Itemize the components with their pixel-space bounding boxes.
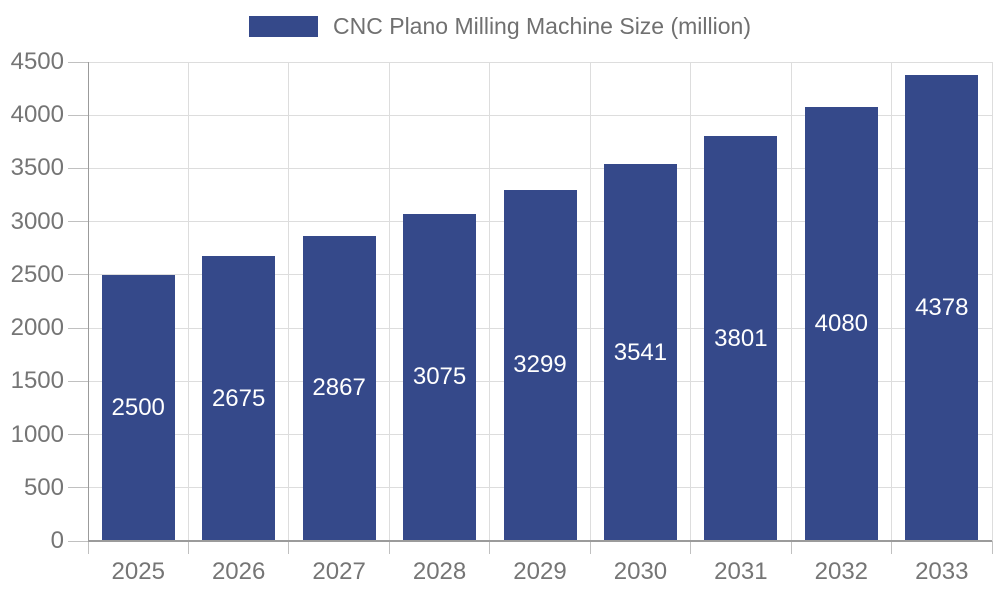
bar-2030: 3541	[603, 164, 677, 541]
bar-value-label: 4378	[915, 294, 969, 321]
bar-value-label: 3299	[513, 351, 567, 379]
y-axis-tick-label: 1000	[10, 420, 64, 448]
x-gridline	[790, 62, 792, 541]
x-axis-tick-label: 2029	[513, 558, 567, 585]
y-axis-tick-label: 1500	[10, 367, 64, 395]
legend-label: CNC Plano Milling Machine Size (million)	[333, 13, 751, 39]
x-axis-tick-label: 2027	[312, 558, 366, 585]
x-axis-tick-label: 2026	[211, 558, 266, 585]
x-gridline	[489, 62, 491, 541]
y-axis-tick	[68, 327, 88, 329]
y-axis-line	[87, 62, 89, 541]
x-axis-tick-label: 2028	[412, 558, 467, 585]
x-axis-tick	[87, 541, 89, 554]
bar-2026: 2675	[202, 256, 276, 541]
x-axis-tick	[790, 541, 792, 554]
x-axis-tick-label: 2030	[613, 558, 668, 585]
y-gridline	[88, 114, 992, 116]
x-gridline	[388, 62, 390, 541]
x-axis-tick	[489, 541, 491, 554]
x-axis-tick	[690, 541, 692, 554]
y-axis-tick-label: 0	[50, 527, 64, 554]
x-axis-tick-label: 2025	[111, 558, 165, 585]
bar-value-label: 3541	[613, 338, 668, 366]
x-axis-tick	[589, 541, 591, 554]
plot-area: 2500 2675 2867 3075 3299 3541 3801 4080 4378	[87, 61, 993, 542]
y-axis-tick	[68, 380, 88, 382]
x-axis-tick-label: 2031	[714, 558, 768, 585]
y-axis-tick	[68, 114, 88, 116]
x-axis-tick	[388, 541, 390, 554]
x-gridline	[891, 62, 893, 541]
bar-value-label: 2675	[211, 384, 266, 412]
y-axis-tick-label: 3000	[10, 207, 64, 235]
y-axis-tick-label: 500	[23, 473, 64, 501]
bar-2029: 3299	[503, 189, 577, 541]
y-axis-tick	[68, 61, 88, 63]
y-axis-tick	[68, 487, 88, 489]
bar-2031: 3801	[704, 136, 778, 541]
x-axis-tick	[891, 541, 893, 554]
bar-value-label: 3801	[714, 324, 768, 352]
y-gridline	[88, 167, 992, 169]
bar-value-label: 2500	[111, 393, 165, 421]
y-axis-tick	[68, 167, 88, 169]
y-axis-tick-label: 4000	[10, 101, 64, 129]
x-gridline	[589, 62, 591, 541]
x-axis-tick-label: 2033	[915, 558, 969, 585]
y-axis-tick-label: 3500	[10, 154, 64, 182]
x-gridline	[690, 62, 692, 541]
x-gridline	[187, 62, 189, 541]
y-gridline	[88, 61, 992, 63]
bar-value-label: 4080	[814, 309, 869, 337]
y-axis-tick	[68, 221, 88, 223]
x-axis-tick	[288, 541, 290, 554]
x-axis-tick	[187, 541, 189, 554]
x-gridline	[288, 62, 290, 541]
bar-2025: 2500	[101, 274, 175, 541]
x-axis-baseline	[88, 540, 992, 542]
y-axis-tick	[68, 274, 88, 276]
bar-value-label: 3075	[412, 363, 467, 391]
legend-swatch	[249, 16, 319, 38]
bar-value-label: 2867	[312, 374, 366, 402]
x-gridline	[991, 62, 993, 541]
x-axis-tick	[991, 541, 993, 554]
y-axis-tick-label: 2500	[10, 260, 64, 288]
bar-2027: 2867	[302, 235, 376, 541]
y-axis-tick-label: 4500	[10, 48, 64, 75]
bar-2033: 4378	[905, 75, 979, 541]
y-axis-tick-label: 2000	[10, 314, 64, 342]
y-axis-tick	[68, 434, 88, 436]
x-axis-tick-label: 2032	[814, 558, 869, 585]
legend-item[interactable]: CNC Plano Milling Machine Size (million)	[0, 13, 1000, 41]
y-axis-tick	[68, 540, 88, 542]
bar-2032: 4080	[804, 106, 878, 541]
bar-2028: 3075	[403, 213, 477, 541]
